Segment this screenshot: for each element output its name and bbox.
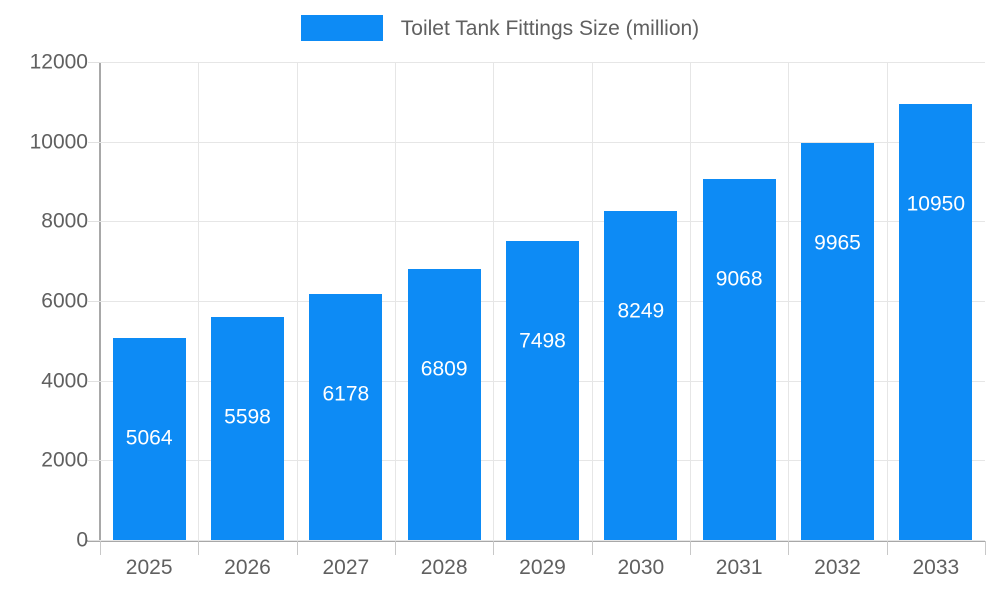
gridline-vertical [297, 62, 298, 540]
gridline-vertical [690, 62, 691, 540]
x-axis-tick-label: 2026 [224, 556, 271, 579]
x-axis-tick-mark [690, 541, 691, 555]
gridline-horizontal [100, 540, 985, 541]
x-axis-tick-mark [493, 541, 494, 555]
bar[interactable] [800, 143, 875, 540]
y-axis-tick-mark [88, 380, 100, 382]
x-axis-tick-mark [297, 541, 298, 555]
gridline-horizontal [100, 141, 985, 143]
bar[interactable] [112, 338, 186, 540]
x-axis-tick-label: 2027 [322, 556, 370, 579]
x-axis-tick-mark [198, 541, 199, 555]
x-axis-tick-label: 2029 [519, 556, 566, 579]
gridline-vertical [887, 62, 888, 540]
x-axis-tick-label: 2028 [420, 556, 468, 579]
y-axis-tick-mark [88, 62, 100, 63]
x-axis-tick-mark [887, 541, 888, 555]
y-axis-tick-label: 4000 [41, 369, 88, 393]
x-axis-tick-label: 2030 [617, 556, 665, 579]
x-axis-tick-mark [592, 541, 593, 555]
legend-item-series-0[interactable]: Toilet Tank Fittings Size (million) [300, 15, 700, 41]
y-axis-tick-mark [88, 460, 100, 462]
x-axis-line [86, 540, 985, 542]
x-axis-tick-mark [985, 541, 986, 555]
bar[interactable] [702, 178, 776, 540]
gridline-vertical [788, 62, 789, 540]
bar[interactable] [309, 293, 383, 540]
gridline-horizontal [100, 221, 985, 223]
gridline-vertical [198, 62, 199, 540]
gridline-vertical [395, 62, 396, 540]
x-axis-tick-label: 2025 [125, 556, 173, 579]
bar[interactable] [899, 103, 973, 540]
legend-swatch-icon [300, 15, 383, 41]
y-axis-tick-mark [88, 301, 100, 302]
gridline-horizontal [100, 62, 985, 63]
x-axis-tick-mark [788, 541, 789, 555]
y-axis-tick-label: 2000 [41, 448, 88, 472]
chart-legend: Toilet Tank Fittings Size (million) [0, 10, 1000, 46]
plot-area [100, 62, 985, 541]
y-axis-tick-mark [88, 540, 100, 541]
gridline-vertical [493, 62, 494, 540]
bar[interactable] [505, 241, 580, 540]
bar[interactable] [407, 268, 481, 540]
x-axis-tick-mark [395, 541, 396, 555]
y-axis-tick-label: 12000 [29, 50, 88, 74]
legend-item-label: Toilet Tank Fittings Size (million) [400, 16, 700, 40]
x-axis-tick-label: 2033 [912, 556, 960, 579]
y-axis-tick-mark [88, 141, 100, 143]
x-axis-tick-label: 2032 [814, 556, 861, 579]
bar[interactable] [604, 211, 678, 540]
y-axis-tick-label: 8000 [41, 209, 88, 233]
y-axis-tick-label: 10000 [29, 130, 88, 154]
gridline-vertical [592, 62, 593, 540]
x-axis-tick-mark [100, 541, 101, 555]
y-axis-tick-mark [88, 221, 100, 223]
x-axis-tick-label: 2031 [715, 556, 763, 579]
bar[interactable] [210, 317, 285, 540]
y-axis-tick-label: 6000 [41, 289, 88, 313]
y-axis-tick-label: 0 [76, 528, 88, 552]
